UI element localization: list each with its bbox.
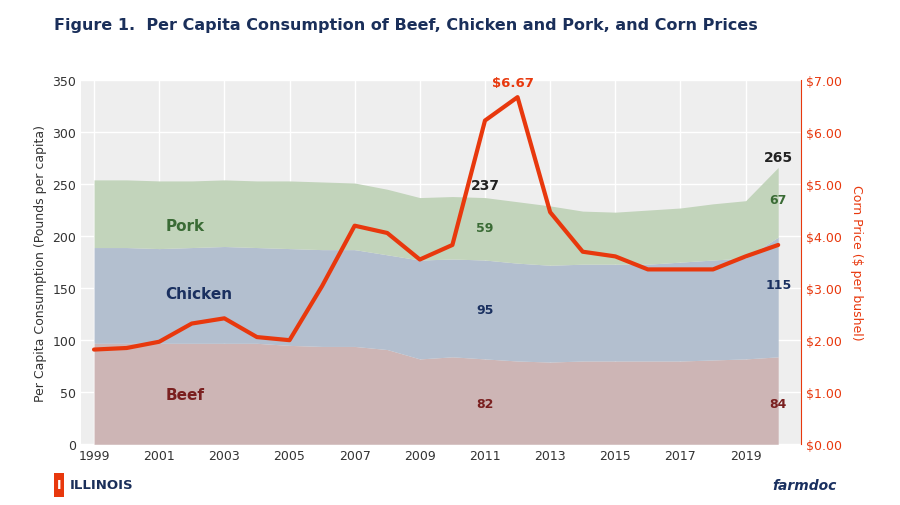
Text: 265: 265	[763, 151, 793, 165]
Text: 115: 115	[765, 279, 791, 291]
Text: $6.67: $6.67	[491, 77, 534, 90]
Text: Pork: Pork	[166, 219, 205, 234]
Text: I: I	[57, 478, 61, 491]
Text: farmdoc: farmdoc	[772, 478, 837, 492]
Text: ILLINOIS: ILLINOIS	[70, 478, 133, 491]
Text: Beef: Beef	[166, 387, 204, 402]
Y-axis label: Per Capita Consumption (Pounds per capita): Per Capita Consumption (Pounds per capit…	[33, 124, 47, 401]
Text: 95: 95	[476, 304, 494, 317]
Text: 237: 237	[471, 179, 500, 193]
Text: 84: 84	[770, 397, 787, 410]
Text: Figure 1.  Per Capita Consumption of Beef, Chicken and Pork, and Corn Prices: Figure 1. Per Capita Consumption of Beef…	[54, 18, 758, 33]
FancyBboxPatch shape	[54, 473, 64, 497]
Text: 59: 59	[476, 222, 494, 234]
Y-axis label: Corn Price ($ per bushel): Corn Price ($ per bushel)	[850, 185, 863, 340]
Text: 82: 82	[476, 397, 494, 410]
Text: 67: 67	[770, 193, 787, 207]
Text: Chicken: Chicken	[166, 286, 233, 301]
